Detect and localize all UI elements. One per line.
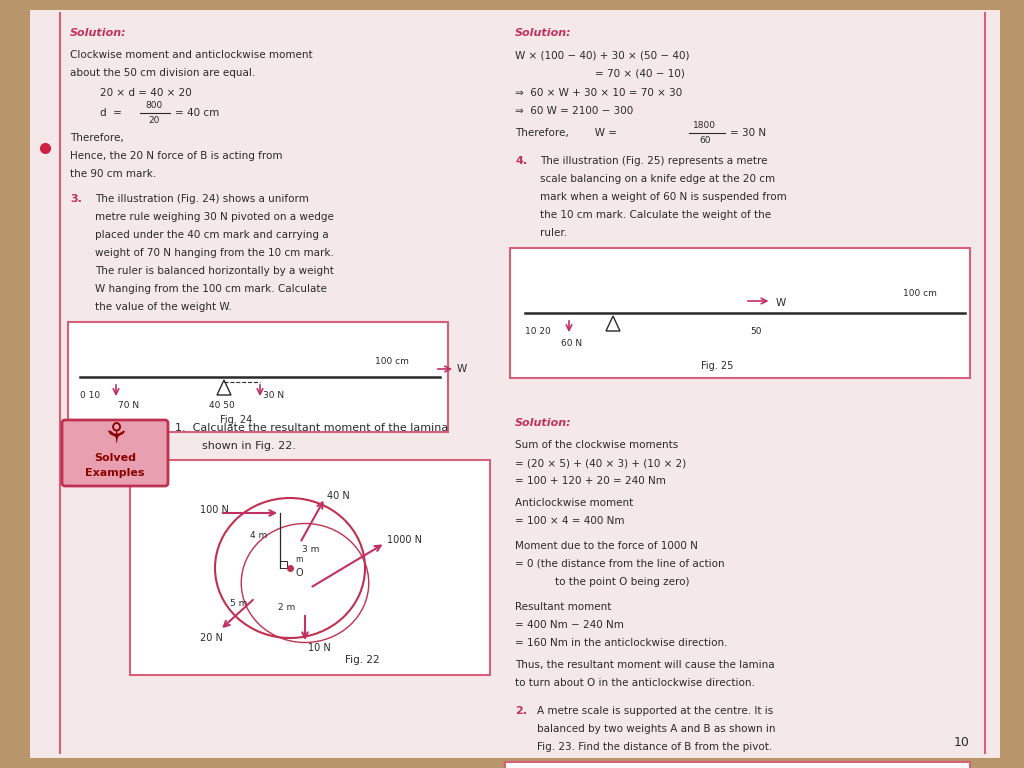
Text: ⇒  60 × W + 30 × 10 = 70 × 30: ⇒ 60 × W + 30 × 10 = 70 × 30 xyxy=(515,88,682,98)
Text: 1800: 1800 xyxy=(693,121,716,130)
Text: metre rule weighing 30 N pivoted on a wedge: metre rule weighing 30 N pivoted on a we… xyxy=(95,212,334,222)
Text: d  =: d = xyxy=(100,108,122,118)
Text: 100 cm: 100 cm xyxy=(375,356,409,366)
Text: 60 N: 60 N xyxy=(561,339,582,347)
Text: the 10 cm mark. Calculate the weight of the: the 10 cm mark. Calculate the weight of … xyxy=(540,210,771,220)
Text: 10 N: 10 N xyxy=(308,643,331,653)
Text: The ruler is balanced horizontally by a weight: The ruler is balanced horizontally by a … xyxy=(95,266,334,276)
Text: = 100 × 4 = 400 Nm: = 100 × 4 = 400 Nm xyxy=(515,516,625,526)
Text: the 90 cm mark.: the 90 cm mark. xyxy=(70,169,157,179)
FancyBboxPatch shape xyxy=(510,248,970,378)
FancyBboxPatch shape xyxy=(130,460,490,675)
Text: Clockwise moment and anticlockwise moment: Clockwise moment and anticlockwise momen… xyxy=(70,50,312,60)
Text: = 70 × (40 − 10): = 70 × (40 − 10) xyxy=(595,68,685,78)
Text: Therefore,        W =: Therefore, W = xyxy=(515,128,617,138)
Text: Fig. 22: Fig. 22 xyxy=(345,655,380,665)
Text: m: m xyxy=(295,555,302,564)
Text: Moment due to the force of 1000 N: Moment due to the force of 1000 N xyxy=(515,541,698,551)
Text: = 30 N: = 30 N xyxy=(730,128,766,138)
Text: 4.: 4. xyxy=(515,156,527,166)
Text: Thus, the resultant moment will cause the lamina: Thus, the resultant moment will cause th… xyxy=(515,660,774,670)
Text: Anticlockwise moment: Anticlockwise moment xyxy=(515,498,633,508)
Text: A metre scale is supported at the centre. It is: A metre scale is supported at the centre… xyxy=(537,706,773,716)
Text: ⚘: ⚘ xyxy=(102,421,127,449)
Text: to turn about O in the anticlockwise direction.: to turn about O in the anticlockwise dir… xyxy=(515,678,755,688)
Text: 40 N: 40 N xyxy=(327,491,350,501)
Text: The illustration (Fig. 25) represents a metre: The illustration (Fig. 25) represents a … xyxy=(540,156,768,166)
Text: shown in Fig. 22.: shown in Fig. 22. xyxy=(202,441,296,451)
Text: Sum of the clockwise moments: Sum of the clockwise moments xyxy=(515,440,678,450)
Text: Solution:: Solution: xyxy=(515,418,571,428)
Text: ruler.: ruler. xyxy=(540,228,567,238)
Text: 0 10: 0 10 xyxy=(80,390,100,399)
Text: Resultant moment: Resultant moment xyxy=(515,602,611,612)
Text: 40 50: 40 50 xyxy=(209,400,234,409)
Text: 2.: 2. xyxy=(515,706,527,716)
Text: W: W xyxy=(457,364,467,374)
Text: the value of the weight W.: the value of the weight W. xyxy=(95,302,231,312)
FancyBboxPatch shape xyxy=(68,322,449,432)
Text: = 40 cm: = 40 cm xyxy=(175,108,219,118)
Text: 70 N: 70 N xyxy=(118,400,139,409)
Text: = 0 (the distance from the line of action: = 0 (the distance from the line of actio… xyxy=(515,559,725,569)
FancyBboxPatch shape xyxy=(62,420,168,486)
Text: 60: 60 xyxy=(699,136,711,145)
Text: weight of 70 N hanging from the 10 cm mark.: weight of 70 N hanging from the 10 cm ma… xyxy=(95,248,334,258)
Text: 50: 50 xyxy=(750,326,762,336)
Text: to the point O being zero): to the point O being zero) xyxy=(555,577,689,587)
Text: 2 m: 2 m xyxy=(278,604,295,613)
Text: = 160 Nm in the anticlockwise direction.: = 160 Nm in the anticlockwise direction. xyxy=(515,638,727,648)
Text: 800: 800 xyxy=(145,101,162,110)
Text: 30 N: 30 N xyxy=(263,390,284,399)
Text: Fig. 24: Fig. 24 xyxy=(220,415,252,425)
Text: W hanging from the 100 cm mark. Calculate: W hanging from the 100 cm mark. Calculat… xyxy=(95,284,327,294)
Text: Therefore,: Therefore, xyxy=(70,133,124,143)
Text: = 400 Nm − 240 Nm: = 400 Nm − 240 Nm xyxy=(515,620,624,630)
Text: 1000 N: 1000 N xyxy=(387,535,422,545)
Text: Solution:: Solution: xyxy=(70,28,127,38)
Text: 20: 20 xyxy=(148,116,160,125)
Text: O: O xyxy=(295,568,303,578)
Text: placed under the 40 cm mark and carrying a: placed under the 40 cm mark and carrying… xyxy=(95,230,329,240)
Text: 3 m: 3 m xyxy=(302,545,319,554)
Text: Examples: Examples xyxy=(85,468,144,478)
Polygon shape xyxy=(30,10,1000,758)
Text: 100 N: 100 N xyxy=(200,505,229,515)
Text: The illustration (Fig. 24) shows a uniform: The illustration (Fig. 24) shows a unifo… xyxy=(95,194,309,204)
Text: W: W xyxy=(776,298,786,308)
Text: ⇒  60 W = 2100 − 300: ⇒ 60 W = 2100 − 300 xyxy=(515,106,633,116)
Text: 20 N: 20 N xyxy=(200,633,223,643)
Text: 10: 10 xyxy=(954,737,970,750)
FancyBboxPatch shape xyxy=(505,762,970,768)
Text: 100 cm: 100 cm xyxy=(903,289,937,297)
Text: Hence, the 20 N force of B is acting from: Hence, the 20 N force of B is acting fro… xyxy=(70,151,283,161)
Text: 5 m: 5 m xyxy=(230,598,248,607)
Text: mark when a weight of 60 N is suspended from: mark when a weight of 60 N is suspended … xyxy=(540,192,786,202)
Text: 4 m: 4 m xyxy=(250,531,267,541)
Text: Solution:: Solution: xyxy=(515,28,571,38)
Text: Fig. 23. Find the distance of B from the pivot.: Fig. 23. Find the distance of B from the… xyxy=(537,742,772,752)
Text: 3.: 3. xyxy=(70,194,82,204)
Text: = (20 × 5) + (40 × 3) + (10 × 2): = (20 × 5) + (40 × 3) + (10 × 2) xyxy=(515,458,686,468)
Text: Fig. 25: Fig. 25 xyxy=(701,361,733,371)
Text: about the 50 cm division are equal.: about the 50 cm division are equal. xyxy=(70,68,255,78)
Text: Solved: Solved xyxy=(94,453,136,463)
Text: W × (100 − 40) + 30 × (50 − 40): W × (100 − 40) + 30 × (50 − 40) xyxy=(515,50,689,60)
Text: balanced by two weights A and B as shown in: balanced by two weights A and B as shown… xyxy=(537,724,775,734)
Text: = 100 + 120 + 20 = 240 Nm: = 100 + 120 + 20 = 240 Nm xyxy=(515,476,666,486)
Text: scale balancing on a knife edge at the 20 cm: scale balancing on a knife edge at the 2… xyxy=(540,174,775,184)
Text: 20 × d = 40 × 20: 20 × d = 40 × 20 xyxy=(100,88,191,98)
Text: 10 20: 10 20 xyxy=(525,326,551,336)
Text: 1.  Calculate the resultant moment of the lamina: 1. Calculate the resultant moment of the… xyxy=(175,423,449,433)
